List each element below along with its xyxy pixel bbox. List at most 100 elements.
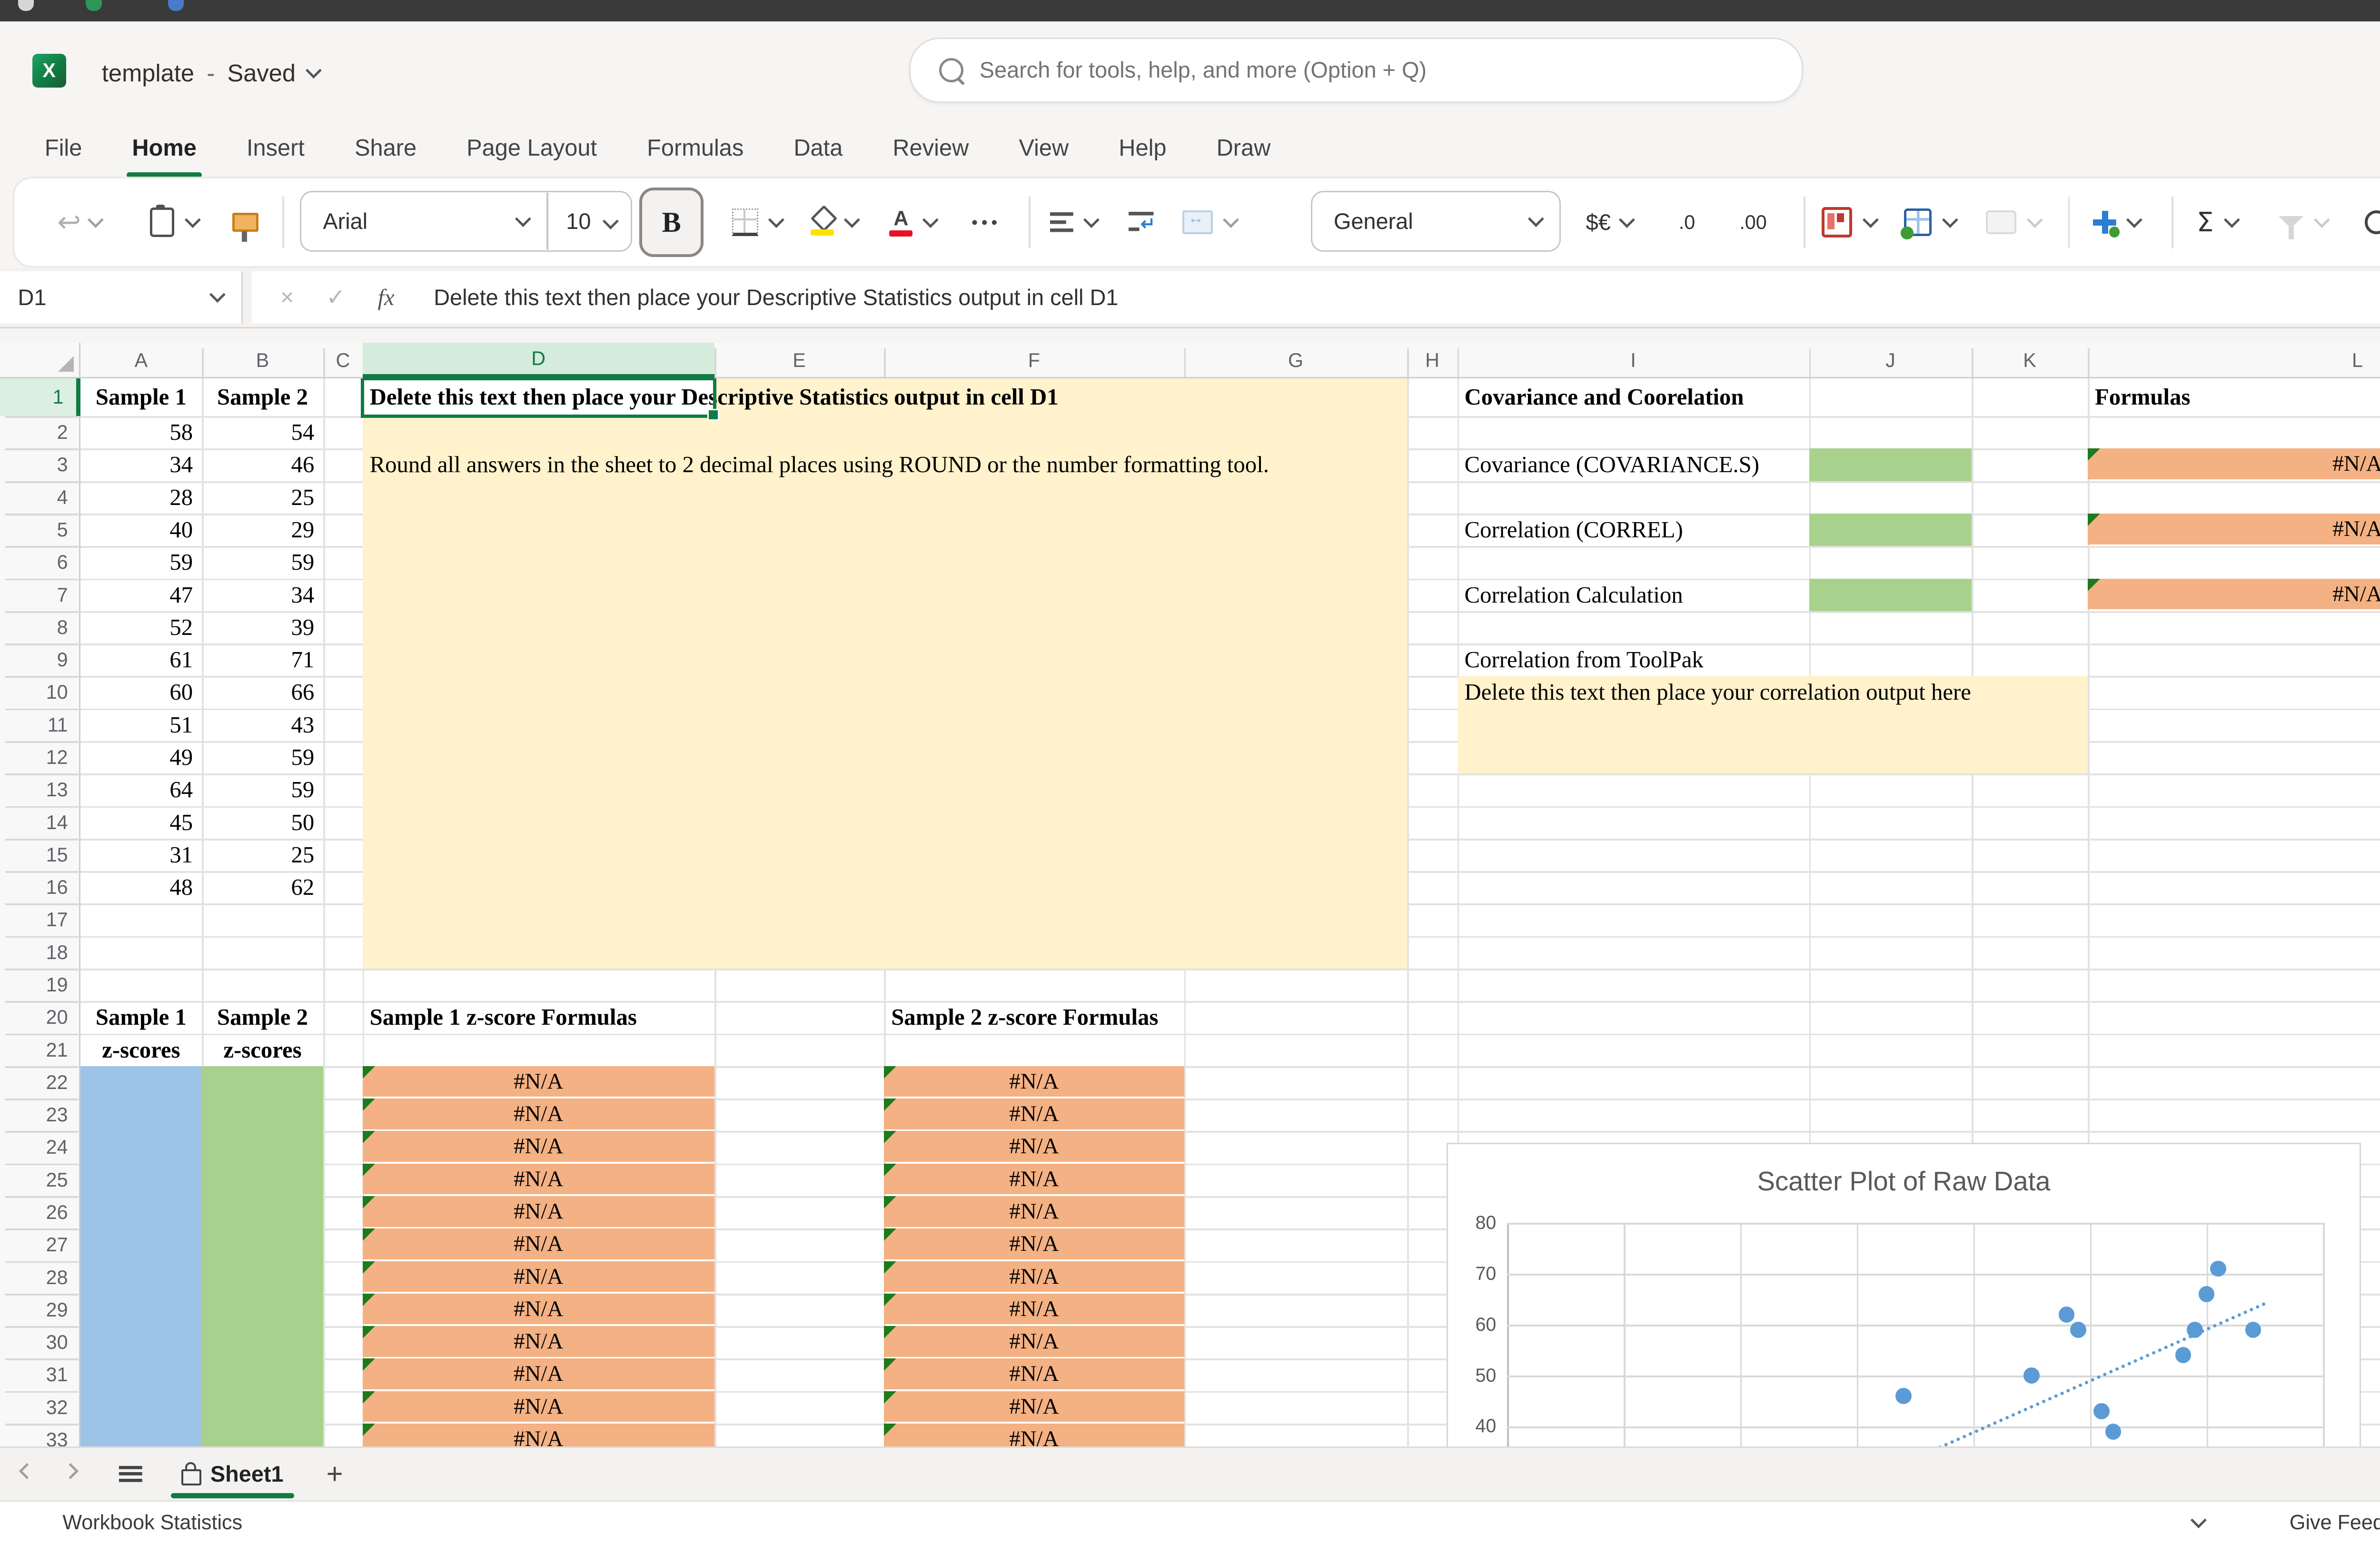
cell-B6[interactable]: 59 [291, 549, 315, 575]
menu-file[interactable]: File [44, 135, 82, 161]
cell-D3[interactable]: Round all answers in the sheet to 2 deci… [370, 448, 1269, 481]
cell-A8[interactable]: 52 [169, 614, 193, 640]
paste-button[interactable] [150, 178, 201, 266]
row-header-32[interactable]: 32 [46, 1396, 68, 1418]
format-as-table-button[interactable] [1901, 178, 1958, 266]
cell-A12[interactable]: 49 [169, 744, 193, 771]
find-button[interactable] [2364, 178, 2380, 266]
cell-F29[interactable]: #N/A [884, 1293, 1184, 1325]
autosum-button[interactable]: Σ [2197, 178, 2240, 266]
cell-styles-button[interactable] [1986, 178, 2043, 266]
cell-D25[interactable]: #N/A [362, 1163, 714, 1195]
cell-F32[interactable]: #N/A [884, 1391, 1184, 1422]
number-format-select[interactable]: General [1310, 191, 1561, 252]
column-header-C[interactable]: C [336, 349, 350, 372]
row-header-26[interactable]: 26 [46, 1201, 68, 1224]
row-header-20[interactable]: 20 [46, 1006, 68, 1029]
row-header-selected-1[interactable]: 1 [0, 378, 80, 416]
column-header-J[interactable]: J [1885, 349, 1895, 372]
column-header-E[interactable]: E [793, 349, 806, 372]
font-name-select[interactable]: Arial [323, 209, 368, 234]
formula-input[interactable]: Delete this text then place your Descrip… [434, 285, 1119, 310]
row-header-23[interactable]: 23 [46, 1104, 68, 1126]
row-header-8[interactable]: 8 [57, 616, 68, 638]
row-header-22[interactable]: 22 [46, 1071, 68, 1093]
row-header-27[interactable]: 27 [46, 1234, 68, 1256]
cell-L5[interactable]: #N/A [2087, 514, 2380, 544]
cell-B9[interactable]: 71 [291, 647, 315, 673]
cell-D24[interactable]: #N/A [362, 1131, 714, 1162]
chevron-down-icon[interactable] [2191, 1512, 2207, 1528]
cell-I10[interactable]: Delete this text then place your correla… [1464, 679, 1971, 705]
format-painter-button[interactable] [232, 178, 258, 266]
column-header-H[interactable]: H [1425, 349, 1439, 372]
cell-B4[interactable]: 25 [291, 484, 315, 510]
select-all-corner[interactable] [0, 343, 80, 379]
row-header-33[interactable]: 33 [46, 1429, 68, 1447]
enter-icon[interactable]: ✓ [326, 285, 346, 311]
wrap-text-button[interactable] [1129, 178, 1155, 266]
excel-logo-icon[interactable]: X [32, 53, 66, 88]
cell-F31[interactable]: #N/A [884, 1358, 1184, 1389]
cell-B12[interactable]: 59 [291, 744, 315, 771]
name-box[interactable]: D1 [0, 271, 243, 324]
cell-D28[interactable]: #N/A [362, 1261, 714, 1292]
sheet-tab-sheet1[interactable]: Sheet1 [167, 1448, 298, 1500]
row-header-11[interactable]: 11 [47, 713, 68, 736]
cell-D23[interactable]: #N/A [362, 1099, 714, 1129]
row-header-19[interactable]: 19 [46, 974, 68, 996]
cell-B2[interactable]: 54 [291, 419, 315, 445]
column-header-A[interactable]: A [134, 349, 148, 372]
cell-B3[interactable]: 46 [291, 452, 315, 478]
row-header-10[interactable]: 10 [46, 681, 68, 703]
fill-color-button[interactable] [811, 178, 861, 266]
insert-cells-button[interactable] [2093, 178, 2142, 266]
menu-help[interactable]: Help [1119, 135, 1167, 161]
cell-A15[interactable]: 31 [169, 841, 193, 868]
row-header-25[interactable]: 25 [46, 1168, 68, 1191]
borders-button[interactable] [732, 178, 784, 266]
row-header-6[interactable]: 6 [57, 551, 68, 574]
cell-A11[interactable]: 51 [169, 712, 193, 738]
cell-F22[interactable]: #N/A [884, 1066, 1184, 1097]
increase-decimal-button[interactable]: .00 [1739, 178, 1781, 266]
cell-D20[interactable]: Sample 1 z-score Formulas [369, 1004, 637, 1030]
sort-filter-button[interactable] [2279, 178, 2330, 266]
cell-B8[interactable]: 39 [291, 614, 315, 640]
currency-format-button[interactable]: $€ [1586, 178, 1635, 266]
bold-button[interactable]: B [639, 187, 704, 257]
row-header-7[interactable]: 7 [57, 584, 68, 606]
cell-F25[interactable]: #N/A [884, 1163, 1184, 1195]
all-sheets-menu-icon[interactable] [119, 1465, 142, 1482]
cell-A14[interactable]: 45 [169, 809, 193, 835]
cell-F28[interactable]: #N/A [884, 1261, 1184, 1292]
row-header-12[interactable]: 12 [46, 746, 68, 769]
cell-I5[interactable]: Correlation (CORREL) [1464, 517, 1683, 543]
cell-D22[interactable]: #N/A [362, 1066, 714, 1097]
row-header-4[interactable]: 4 [57, 486, 68, 508]
cell-D30[interactable]: #N/A [362, 1326, 714, 1357]
spreadsheet-grid[interactable]: #N/A #N/A #N/A #N/A #N/A #N/A #N/A #N/A #N/A #N/A… [0, 343, 2380, 1447]
fill-handle[interactable] [707, 409, 719, 421]
cell-A16[interactable]: 48 [169, 874, 193, 901]
cell-F27[interactable]: #N/A [884, 1228, 1184, 1259]
cell-D29[interactable]: #N/A [362, 1293, 714, 1325]
cell-D33[interactable]: #N/A [362, 1424, 714, 1447]
document-title[interactable]: template - Saved [102, 59, 322, 87]
cell-B7[interactable]: 34 [291, 582, 315, 608]
menu-formulas[interactable]: Formulas [647, 135, 744, 161]
column-header-F[interactable]: F [1028, 349, 1040, 372]
workbook-statistics-button[interactable]: Workbook Statistics [62, 1511, 243, 1534]
chart-1[interactable]: Scatter Plot of Raw Data0102030405060700… [1447, 1143, 2361, 1447]
row-header-29[interactable]: 29 [46, 1298, 68, 1321]
row-header-15[interactable]: 15 [46, 843, 68, 866]
cell-L7[interactable]: #N/A [2087, 578, 2380, 610]
cell-B14[interactable]: 50 [291, 809, 315, 835]
row-header-9[interactable]: 9 [57, 649, 68, 671]
more-font-options-button[interactable]: ••• [972, 178, 1001, 266]
column-header-G[interactable]: G [1288, 349, 1304, 372]
align-button[interactable] [1050, 178, 1100, 266]
menu-view[interactable]: View [1019, 135, 1069, 161]
menu-share[interactable]: Share [354, 135, 417, 161]
cell-F24[interactable]: #N/A [884, 1131, 1184, 1162]
